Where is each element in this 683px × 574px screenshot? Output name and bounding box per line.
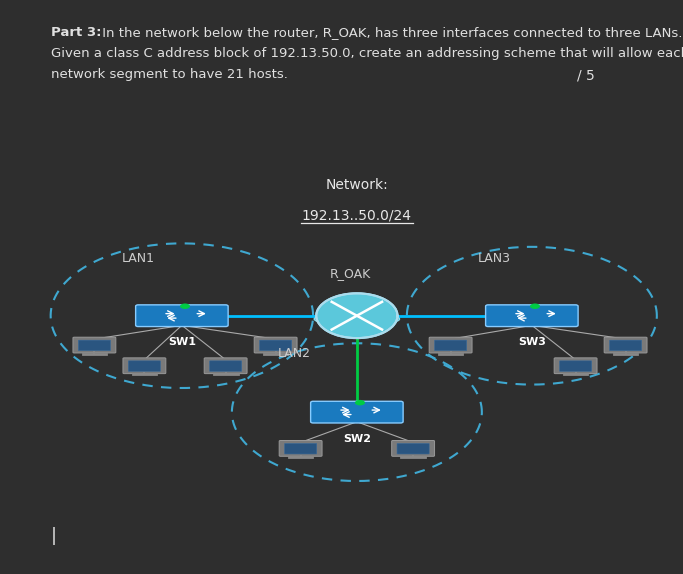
FancyBboxPatch shape	[123, 358, 166, 374]
Text: 192.13..50.0/24: 192.13..50.0/24	[302, 209, 412, 223]
Text: SW1: SW1	[168, 337, 196, 347]
Text: LAN1: LAN1	[122, 253, 154, 265]
Text: SW3: SW3	[518, 337, 546, 347]
Text: LAN2: LAN2	[278, 347, 311, 360]
Text: Part 3:: Part 3:	[51, 26, 102, 39]
Text: Network:: Network:	[326, 178, 388, 192]
FancyBboxPatch shape	[136, 305, 228, 327]
FancyBboxPatch shape	[486, 305, 578, 327]
FancyBboxPatch shape	[204, 358, 247, 374]
Text: |: |	[51, 528, 57, 545]
Text: Given a class C address block of 192.13.50.0, create an addressing scheme that w: Given a class C address block of 192.13.…	[51, 47, 683, 60]
Text: network segment to have 21 hosts.: network segment to have 21 hosts.	[51, 68, 288, 82]
FancyBboxPatch shape	[254, 337, 297, 353]
FancyBboxPatch shape	[128, 361, 161, 371]
FancyBboxPatch shape	[391, 440, 434, 456]
Circle shape	[355, 400, 365, 405]
Circle shape	[316, 293, 398, 338]
FancyBboxPatch shape	[260, 340, 292, 351]
Text: SW2: SW2	[343, 434, 371, 444]
FancyBboxPatch shape	[311, 401, 403, 423]
Circle shape	[180, 304, 190, 309]
Text: In the network below the router, R_OAK, has three interfaces connected to three : In the network below the router, R_OAK, …	[98, 26, 682, 39]
FancyBboxPatch shape	[73, 337, 116, 353]
FancyBboxPatch shape	[604, 337, 647, 353]
FancyBboxPatch shape	[434, 340, 466, 351]
FancyBboxPatch shape	[279, 440, 322, 456]
FancyBboxPatch shape	[554, 358, 597, 374]
FancyBboxPatch shape	[429, 337, 472, 353]
Text: / 5: / 5	[577, 68, 595, 82]
Text: R_OAK: R_OAK	[330, 267, 372, 280]
Circle shape	[530, 304, 540, 309]
FancyBboxPatch shape	[609, 340, 641, 351]
FancyBboxPatch shape	[397, 444, 429, 454]
FancyBboxPatch shape	[79, 340, 111, 351]
Text: LAN3: LAN3	[478, 253, 511, 265]
FancyBboxPatch shape	[559, 361, 591, 371]
Ellipse shape	[314, 313, 400, 325]
FancyBboxPatch shape	[285, 444, 317, 454]
FancyBboxPatch shape	[210, 361, 242, 371]
